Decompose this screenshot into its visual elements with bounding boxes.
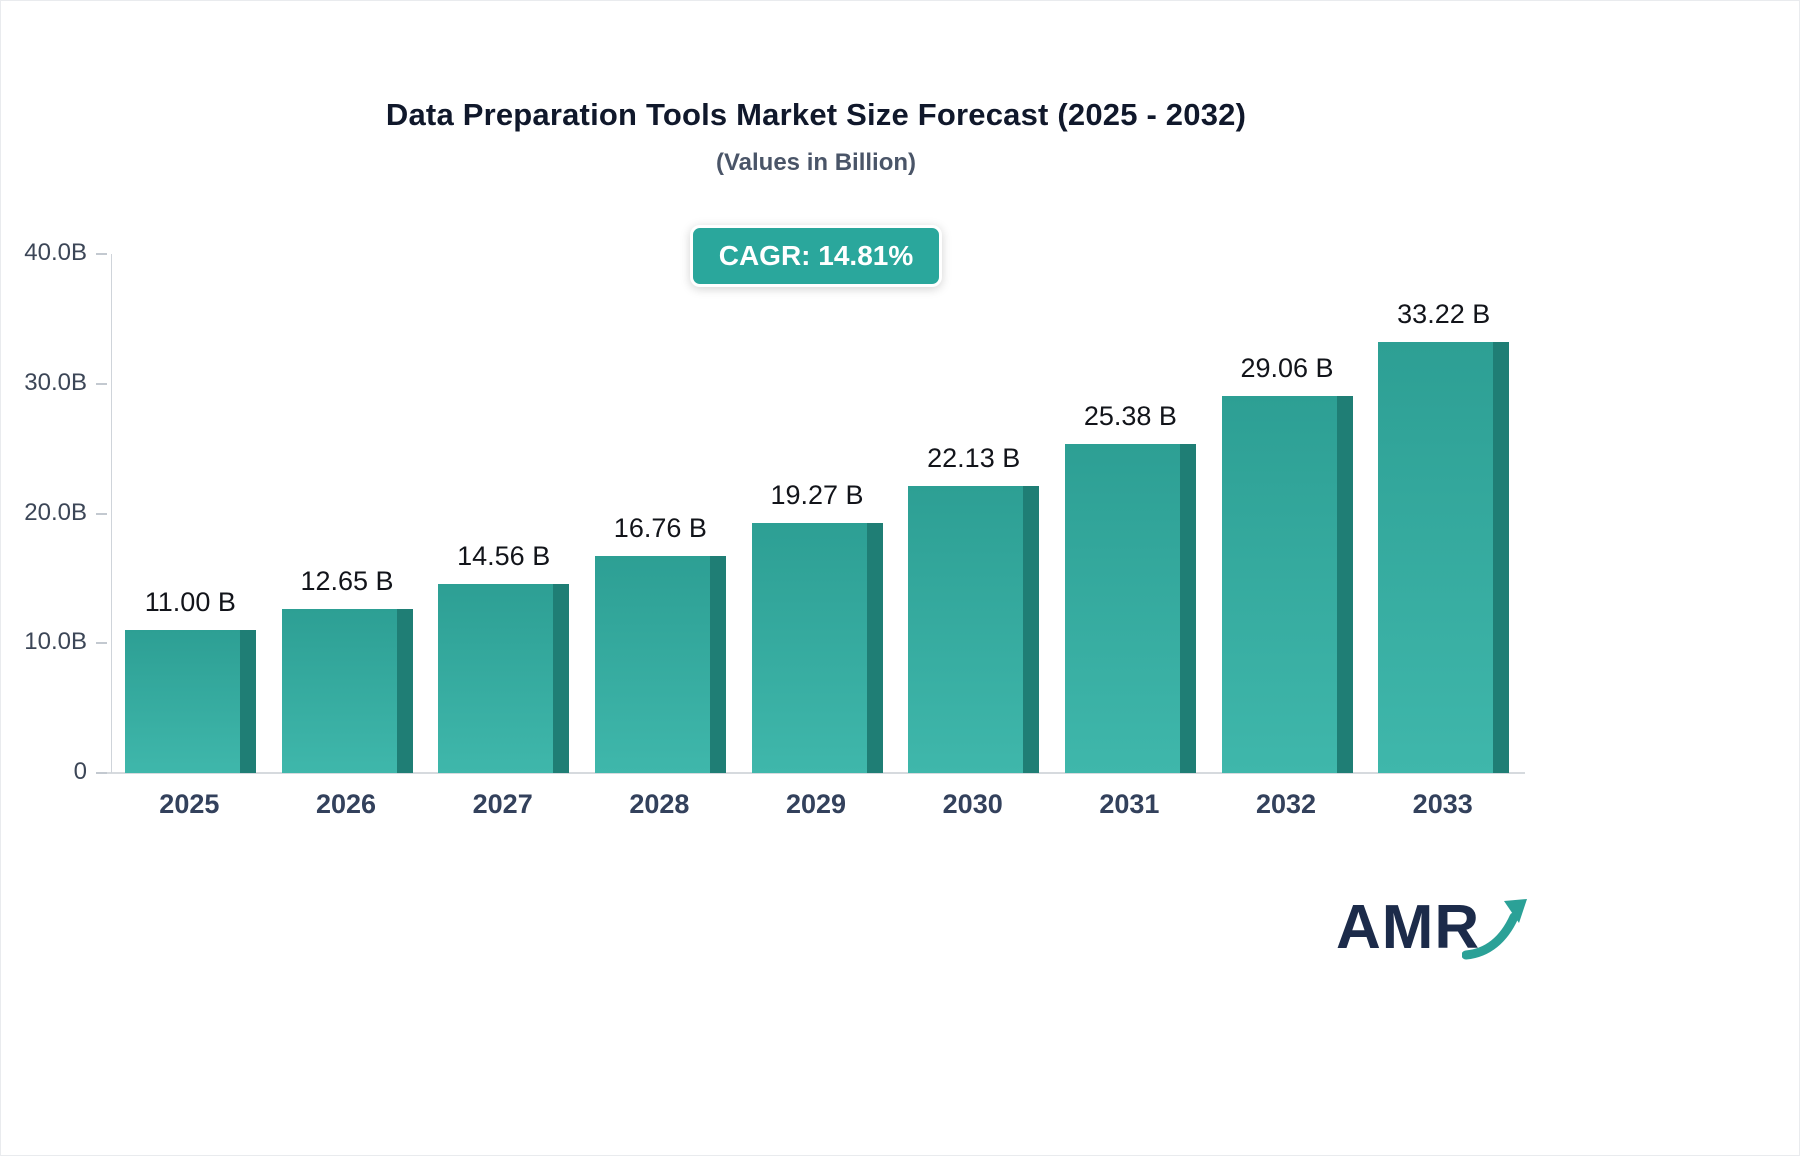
x-tick-label: 2031 [1099, 789, 1160, 819]
bar-side-face [1493, 342, 1510, 773]
x-tick-label: 2030 [942, 789, 1003, 819]
y-tick-label: 20.0B [24, 498, 87, 526]
bar-group: 16.76 B [582, 254, 739, 773]
bar-face [438, 584, 554, 773]
bar-value-label: 33.22 B [1397, 299, 1491, 329]
x-tick-label: 2025 [159, 789, 220, 819]
bar-face [594, 555, 710, 773]
bar-value-label: 19.27 B [770, 480, 864, 510]
bar-face [1378, 342, 1494, 773]
bar-group: 12.65 B [269, 254, 426, 773]
bar: 11.00 B [124, 587, 256, 773]
bar-group: 14.56 B [425, 254, 582, 773]
y-tick-label: 40.0B [24, 239, 87, 266]
bar-side-face [239, 630, 256, 773]
bar-value-label: 25.38 B [1083, 400, 1177, 431]
x-tick-label: 2029 [785, 789, 847, 819]
x-tick-label: 2028 [629, 789, 690, 819]
bar-face [908, 485, 1024, 773]
y-tick-label: 30.0B [24, 368, 87, 396]
bar: 16.76 B [594, 513, 726, 773]
y-tick-mark [96, 772, 107, 774]
bar-value-label: 12.65 B [300, 565, 394, 596]
bar-side-face [1336, 395, 1353, 773]
amr-logo: AMR [1336, 897, 1528, 963]
bar-face [1064, 443, 1180, 773]
cagr-badge: CAGR: 14.81% [689, 225, 943, 287]
bar: 19.27 B [751, 480, 883, 773]
bar-group: 29.06 B [1209, 254, 1366, 773]
chart-subtitle: (Values in Billion) [715, 149, 917, 176]
x-tick-label: 2026 [315, 789, 377, 819]
bar-face [751, 523, 867, 773]
y-tick-mark [96, 642, 107, 645]
x-tick-label: 2027 [472, 789, 533, 819]
bar: 12.65 B [281, 566, 413, 773]
bar: 14.56 B [438, 541, 570, 773]
x-tick-label: 2033 [1412, 789, 1473, 819]
y-axis: 0 10.0B 20.0B 30.0B 40.0B [1, 239, 87, 785]
bar: 29.06 B [1221, 353, 1353, 773]
bar: 33.22 B [1378, 299, 1510, 773]
bar: 25.38 B [1064, 401, 1196, 773]
plot-area: 11.00 B 12.65 B 14.56 B 16.76 B 19.27 B 22.13… [96, 253, 1522, 774]
bar: 22.13 B [908, 443, 1040, 773]
bar-group: 25.38 B [1052, 254, 1209, 773]
bar-group: 22.13 B [895, 254, 1052, 773]
bar-value-label: 22.13 B [927, 442, 1021, 473]
bar-side-face [553, 584, 570, 773]
x-tick-label: 2032 [1256, 789, 1317, 819]
bar-side-face [1023, 485, 1040, 773]
x-axis: 2025 2026 2027 2028 2029 2030 2031 2032 2033 [111, 789, 1521, 820]
chart-title: Data Preparation Tools Market Size Forec… [385, 97, 1247, 132]
y-tick-mark [96, 512, 107, 515]
bar-side-face [1179, 443, 1196, 773]
bar-value-label: 29.06 B [1240, 352, 1334, 383]
bar-face [124, 630, 240, 773]
growth-arrow-icon [1462, 899, 1528, 960]
bar-group: 33.22 B [1365, 254, 1522, 773]
y-tick-label: 10.0B [24, 628, 87, 656]
bar-value-label: 11.00 B [144, 587, 236, 618]
amr-logo-text: AMR [1336, 893, 1481, 962]
bar-side-face [396, 608, 413, 773]
bar-side-face [709, 555, 726, 773]
bar-group: 11.00 B [112, 254, 269, 773]
bar-group: 19.27 B [739, 254, 896, 773]
x-axis-line [107, 772, 1525, 774]
bar-side-face [866, 523, 883, 773]
bar-value-label: 16.76 B [613, 512, 707, 543]
badge-container: CAGR: 14.81% [111, 225, 1521, 287]
bar-face [281, 608, 397, 773]
bar-face [1221, 395, 1337, 773]
y-tick-label: 0 [73, 758, 87, 785]
y-tick-mark [96, 253, 107, 255]
bar-value-label: 14.56 B [457, 541, 551, 572]
y-tick-mark [96, 382, 107, 385]
